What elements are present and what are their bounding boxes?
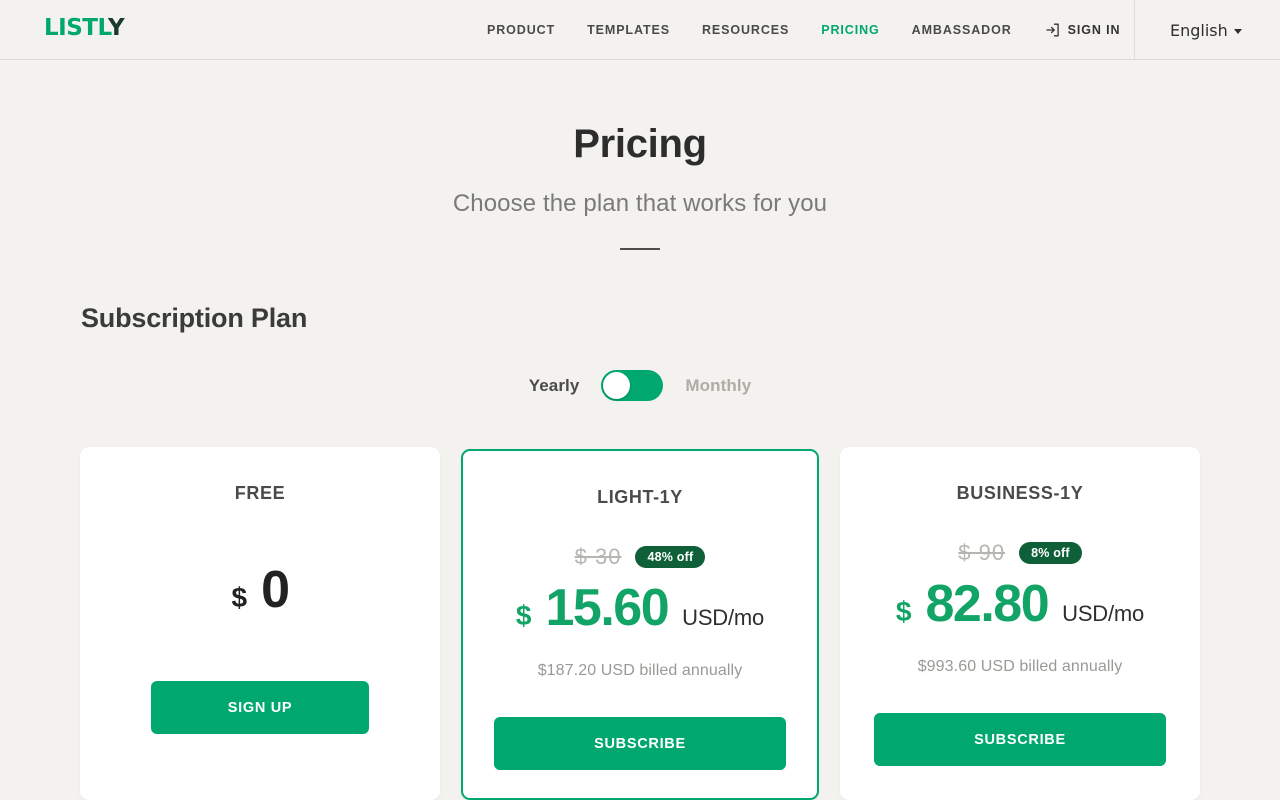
pricing-card-free[interactable]: FREE $ 0 SIGN UP [80, 447, 440, 800]
plan-name: LIGHT-1Y [597, 487, 683, 507]
cta-container: SUBSCRIBE [840, 676, 1200, 766]
billed-annually-note: $187.20 USD billed annually [537, 662, 743, 679]
discount-badge: 8% off [1019, 541, 1082, 565]
nav-item-product[interactable]: PRODUCT [487, 23, 556, 37]
subscribe-button[interactable]: SUBSCRIBE [874, 713, 1166, 766]
price-period: USD/mo [682, 605, 765, 630]
plan-price-row: $ 15.60 USD/mo [463, 582, 817, 634]
price-period: USD/mo [1062, 601, 1145, 626]
old-price-row: $ 90 8% off [840, 540, 1200, 566]
listly-logo[interactable]: LISTLY [44, 15, 125, 41]
pricing-card-light-1y[interactable]: LIGHT-1Y $ 30 48% off $ 15.60 USD/mo $18… [461, 449, 819, 800]
chevron-down-icon [1233, 28, 1242, 34]
pricing-cards: FREE $ 0 SIGN UP LIGHT-1Y $ 30 48% off $… [0, 447, 1280, 800]
nav-item-templates[interactable]: TEMPLATES [587, 23, 670, 37]
nav-item-resources[interactable]: RESOURCES [701, 23, 790, 37]
price-amount: 0 [261, 561, 290, 619]
price-amount: 82.80 [925, 575, 1050, 633]
plan-price-row: $ 82.80 USD/mo [840, 578, 1200, 630]
price-amount: 15.60 [545, 579, 670, 637]
logo-text-accent: Y [108, 15, 125, 41]
language-label: English [1170, 20, 1228, 40]
logo-text-main: LISTL [44, 15, 109, 41]
discount-badge: 48% off [635, 545, 706, 569]
currency-symbol: $ [231, 582, 248, 613]
sign-up-button[interactable]: SIGN UP [151, 681, 369, 734]
cta-container: SUBSCRIBE [463, 680, 817, 770]
billed-annually-note: $993.60 USD billed annually [917, 658, 1123, 675]
login-icon [1045, 22, 1061, 38]
subscription-plan-heading: Subscription Plan [81, 303, 308, 333]
plan-price-row: $ 0 [80, 564, 440, 616]
old-price: $ 90 [958, 540, 1006, 565]
billing-toggle-switch[interactable] [601, 370, 664, 401]
subscribe-button[interactable]: SUBSCRIBE [494, 717, 786, 770]
old-price: $ 30 [574, 544, 622, 569]
toggle-knob [603, 372, 631, 399]
sign-in-label: SIGN IN [1067, 23, 1121, 37]
cta-container: SIGN UP [80, 616, 440, 734]
toggle-label-yearly[interactable]: Yearly [528, 375, 580, 395]
nav-item-ambassador[interactable]: AMBASSADOR [911, 23, 1012, 37]
plan-name: FREE [234, 483, 286, 503]
hero-section: Pricing Choose the plan that works for y… [0, 60, 1280, 250]
nav-item-pricing[interactable]: PRICING [821, 23, 880, 37]
billing-period-toggle: Yearly Monthly [0, 370, 1280, 401]
page-subtitle: Choose the plan that works for you [452, 190, 828, 217]
hero-divider [620, 248, 660, 250]
page-title: Pricing [573, 122, 707, 166]
plan-name: BUSINESS-1Y [956, 483, 1084, 503]
language-selector[interactable]: English [1170, 0, 1242, 60]
pricing-card-business-1y[interactable]: BUSINESS-1Y $ 90 8% off $ 82.80 USD/mo $… [840, 447, 1200, 800]
main-navigation: PRODUCT TEMPLATES RESOURCES PRICING AMBA… [471, 0, 1120, 60]
currency-symbol: $ [895, 596, 912, 627]
toggle-label-monthly[interactable]: Monthly [685, 375, 752, 395]
sign-in-button[interactable]: SIGN IN [1028, 22, 1121, 38]
header-divider [1134, 0, 1135, 60]
site-header: LISTLY PRODUCT TEMPLATES RESOURCES PRICI… [0, 0, 1280, 60]
currency-symbol: $ [515, 600, 532, 631]
old-price-row: $ 30 48% off [463, 544, 817, 570]
